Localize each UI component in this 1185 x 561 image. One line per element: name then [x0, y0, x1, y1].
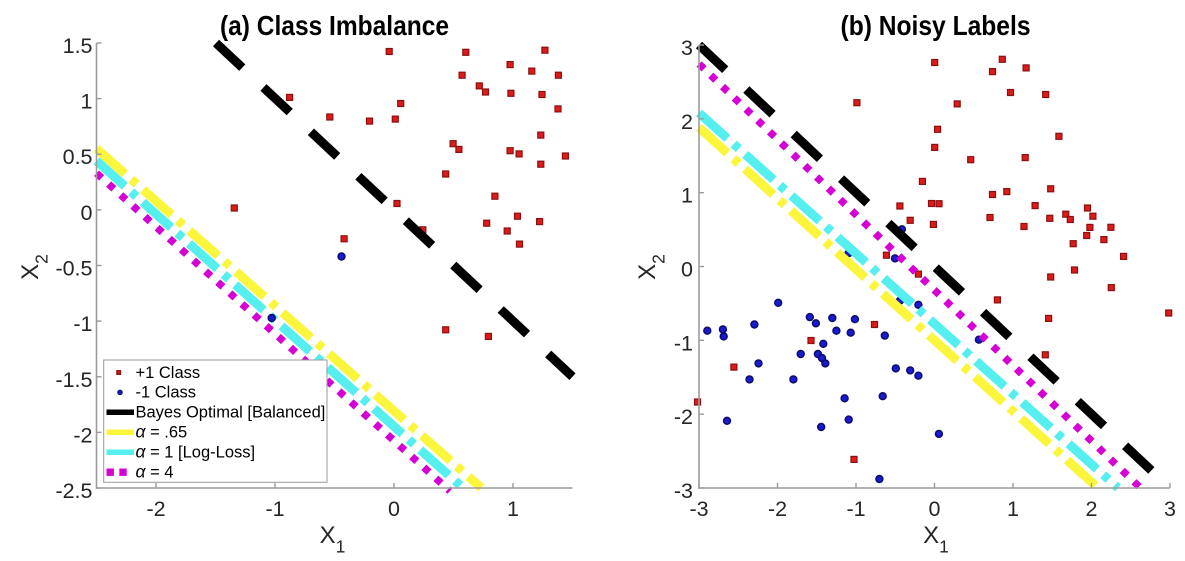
svg-text:-1: -1 [674, 331, 693, 355]
svg-text:2: 2 [1086, 497, 1098, 521]
svg-text:-2: -2 [768, 497, 787, 521]
svg-text:-3: -3 [674, 479, 693, 503]
svg-text:2: 2 [681, 110, 693, 134]
svg-text:1: 1 [681, 184, 693, 208]
svg-text:α = 1 [Log-Loss]: α = 1 [Log-Loss] [136, 442, 256, 462]
svg-text:-1: -1 [73, 312, 92, 336]
svg-text:Bayes Optimal [Balanced]: Bayes Optimal [Balanced] [136, 404, 326, 422]
svg-text:(a) Class Imbalance: (a) Class Imbalance [220, 10, 449, 41]
svg-text:α = .65: α = .65 [136, 422, 188, 442]
svg-text:-1: -1 [265, 497, 284, 521]
svg-text:1: 1 [1007, 497, 1019, 521]
svg-text:0: 0 [81, 201, 93, 225]
svg-text:+1 Class: +1 Class [136, 364, 201, 382]
svg-text:0: 0 [681, 258, 693, 282]
svg-text:1: 1 [81, 90, 93, 114]
svg-text:-2: -2 [146, 497, 165, 521]
svg-text:1: 1 [507, 497, 519, 521]
svg-text:-2: -2 [674, 405, 693, 429]
svg-text:0: 0 [388, 497, 400, 521]
svg-text:α = 4: α = 4 [136, 462, 174, 482]
svg-text:-2.5: -2.5 [55, 479, 92, 503]
svg-text:3: 3 [1164, 497, 1176, 521]
svg-text:-3: -3 [689, 497, 708, 521]
svg-text:-0.5: -0.5 [55, 257, 92, 281]
svg-text:(b) Noisy Labels: (b) Noisy Labels [841, 10, 1031, 41]
svg-text:-1: -1 [846, 497, 865, 521]
svg-text:1.5: 1.5 [63, 34, 93, 58]
svg-text:0.5: 0.5 [63, 145, 93, 169]
svg-text:0: 0 [929, 497, 941, 521]
svg-text:3: 3 [681, 36, 693, 60]
svg-text:-1 Class: -1 Class [136, 384, 197, 402]
svg-text:-1.5: -1.5 [55, 368, 92, 392]
svg-text:-2: -2 [73, 423, 92, 447]
